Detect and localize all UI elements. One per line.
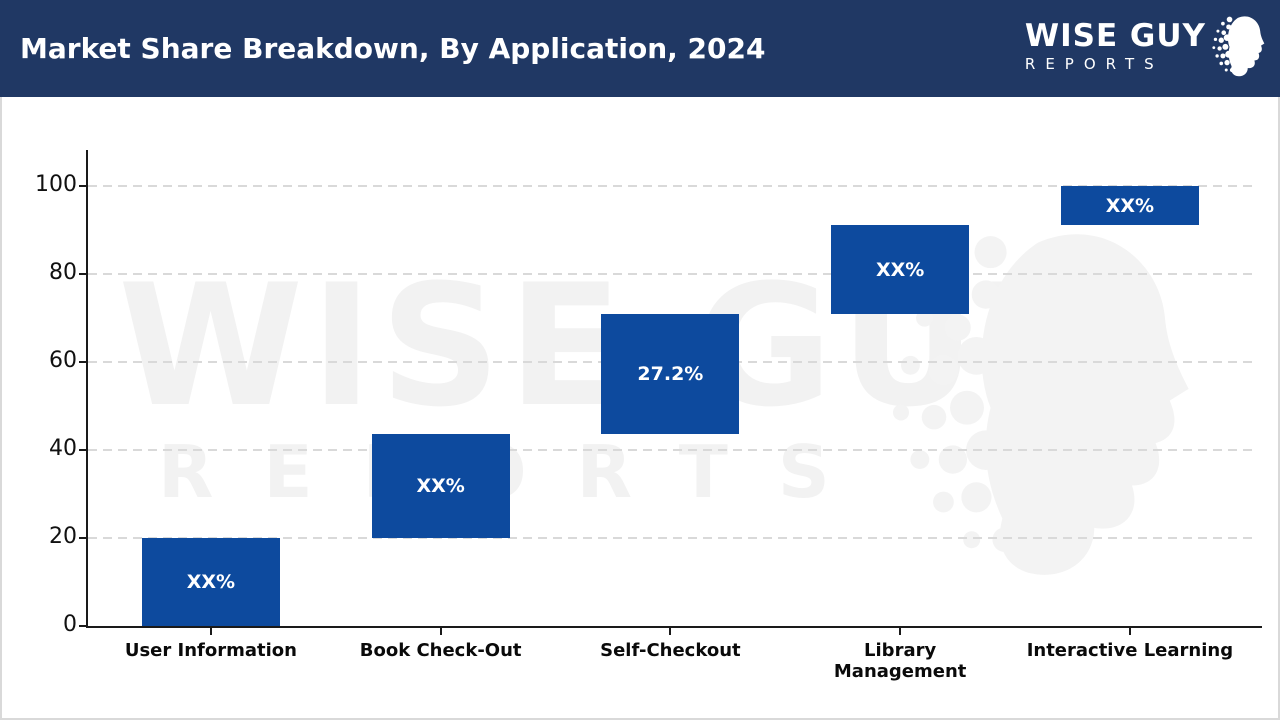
bar-value-label: 27.2% xyxy=(637,362,704,385)
brand-face-icon xyxy=(1212,16,1265,77)
bar-value-label: XX% xyxy=(1105,194,1155,217)
x-category-label: Book Check-Out xyxy=(359,640,522,661)
x-tick-mark xyxy=(899,628,902,635)
bar-value-label: XX% xyxy=(186,571,236,593)
x-tick-mark xyxy=(669,628,672,635)
bar: XX% xyxy=(371,433,510,538)
x-category-label: Library Management xyxy=(833,640,967,682)
bar: XX% xyxy=(1060,186,1199,226)
x-tick-mark xyxy=(439,628,442,635)
y-tick-label: 20 xyxy=(49,524,77,549)
y-tick-label: 80 xyxy=(49,260,77,285)
bar: XX% xyxy=(141,538,280,626)
bar: 27.2% xyxy=(601,314,740,434)
gridline xyxy=(88,185,1258,187)
gridline xyxy=(88,449,1258,451)
y-tick-label: 60 xyxy=(49,348,77,373)
x-category-label: Interactive Learning xyxy=(1026,640,1234,661)
brand-name: WISE GUY xyxy=(1024,18,1206,54)
brand-logo-text: WISE GUY REPORTS xyxy=(1025,19,1206,73)
y-tick-label: 40 xyxy=(49,436,77,461)
watermark-face-icon xyxy=(892,234,1189,575)
brand-subtitle: REPORTS xyxy=(1024,55,1164,73)
y-tick-label: 0 xyxy=(63,612,77,637)
x-category-label: Self-Checkout xyxy=(600,640,741,661)
x-tick-mark xyxy=(209,628,212,635)
x-category-label: User Information xyxy=(124,640,297,661)
y-tick-mark xyxy=(79,625,87,627)
bar-value-label: XX% xyxy=(875,258,925,281)
gridline xyxy=(88,537,1258,539)
bar: XX% xyxy=(831,225,970,315)
bar-value-label: XX% xyxy=(416,474,465,497)
header-bar: Market Share Breakdown, By Application, … xyxy=(0,0,1280,97)
x-axis-spine xyxy=(86,626,1262,628)
y-tick-mark xyxy=(79,185,87,187)
y-tick-mark xyxy=(79,273,87,275)
y-tick-mark xyxy=(79,361,87,363)
page-title: Market Share Breakdown, By Application, … xyxy=(20,32,766,65)
y-tick-mark xyxy=(79,449,87,451)
x-tick-mark xyxy=(1128,628,1131,635)
y-axis-spine xyxy=(86,150,88,628)
brand-logo: WISE GUY REPORTS xyxy=(1025,8,1266,84)
gridline xyxy=(88,273,1258,275)
y-tick-mark xyxy=(79,537,87,539)
y-tick-label: 100 xyxy=(35,172,77,197)
